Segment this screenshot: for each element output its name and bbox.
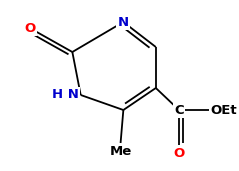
Text: O: O xyxy=(173,147,185,160)
Text: C: C xyxy=(174,103,184,116)
Text: Me: Me xyxy=(109,145,132,158)
Text: O: O xyxy=(24,22,35,35)
Text: H N: H N xyxy=(52,89,79,102)
Text: OEt: OEt xyxy=(211,103,237,116)
Text: N: N xyxy=(118,16,129,29)
